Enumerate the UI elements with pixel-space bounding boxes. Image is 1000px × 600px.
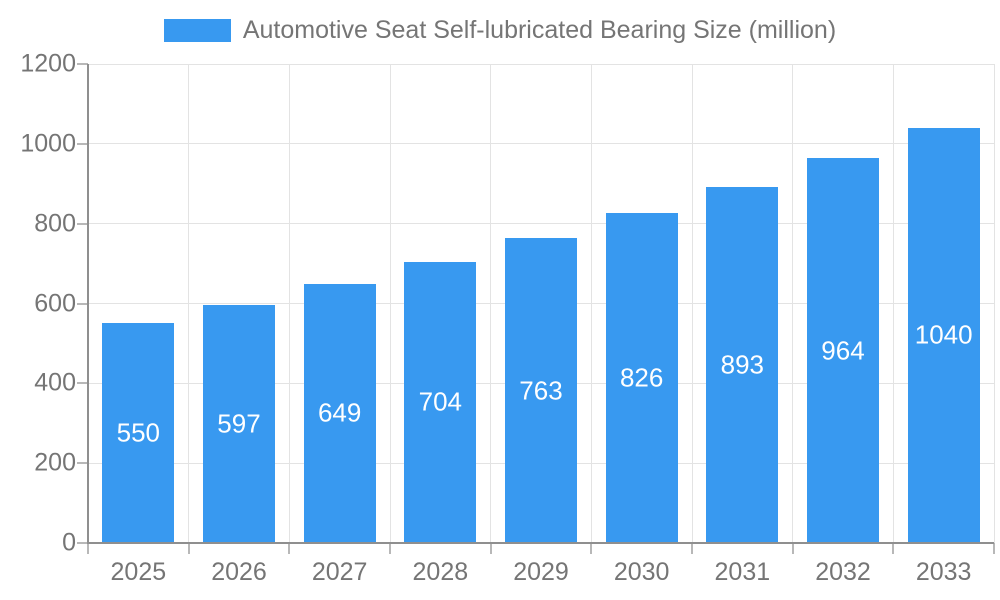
y-axis-tick-label: 200 [34, 448, 76, 477]
y-axis-tick [77, 222, 88, 225]
x-axis-tick [389, 543, 391, 554]
y-axis-tick [77, 542, 88, 544]
bar [102, 323, 175, 543]
x-axis-tick-label: 2027 [311, 558, 368, 586]
bar-value-label: 893 [720, 349, 765, 380]
y-axis-tick-label: 600 [34, 289, 76, 317]
x-axis-tick [288, 543, 291, 554]
x-gridline [590, 64, 592, 543]
x-axis-tick-label: 2032 [815, 558, 871, 586]
x-axis-tick-label: 2029 [513, 558, 569, 586]
legend-swatch [163, 18, 231, 42]
y-axis-tick [77, 382, 88, 385]
x-gridline [691, 64, 693, 543]
x-gridline [792, 64, 794, 543]
x-gridline [188, 64, 190, 543]
x-axis-tick-label: 2025 [110, 558, 167, 586]
y-axis-tick-label: 1000 [20, 129, 76, 158]
bar [706, 186, 779, 543]
x-axis-line [87, 542, 994, 544]
y-axis-tick-label: 800 [34, 209, 76, 238]
y-gridline [88, 223, 994, 225]
bar [907, 127, 980, 543]
x-axis-tick [489, 543, 492, 554]
y-axis-tick [77, 63, 88, 65]
legend-label: Automotive Seat Self-lubricated Bearing … [242, 15, 837, 44]
x-axis-tick [993, 543, 995, 554]
x-axis-tick-label: 2026 [211, 558, 267, 586]
x-gridline [288, 64, 290, 543]
x-axis-tick [791, 543, 794, 554]
bar [605, 213, 678, 543]
y-axis-tick [77, 462, 88, 465]
bar-value-label: 597 [217, 408, 261, 439]
bar [303, 283, 376, 543]
x-gridline [993, 64, 995, 543]
x-axis-tick-label: 2031 [714, 558, 771, 586]
x-gridline [892, 64, 894, 543]
x-gridline [490, 64, 492, 543]
bar-value-label: 826 [619, 362, 664, 393]
bar-value-label: 704 [418, 386, 463, 417]
bar [404, 261, 477, 543]
x-axis-tick-label: 2028 [412, 558, 469, 586]
x-axis-tick [892, 543, 895, 554]
x-axis-tick-label: 2033 [915, 558, 972, 586]
bar-value-label: 763 [519, 375, 563, 406]
y-axis-tick [77, 142, 88, 145]
x-axis-tick-label: 2030 [613, 558, 670, 586]
y-axis-tick-label: 400 [34, 368, 76, 397]
legend-item[interactable]: Automotive Seat Self-lubricated Bearing … [0, 14, 1000, 46]
x-axis-tick [187, 543, 190, 554]
bar-value-label: 649 [317, 397, 362, 428]
bar [505, 238, 577, 543]
x-axis-tick [691, 543, 693, 554]
bar [807, 158, 879, 543]
bar-value-label: 964 [821, 335, 865, 366]
bar [203, 304, 275, 543]
x-axis-tick [590, 543, 593, 554]
y-axis-tick [77, 302, 88, 305]
y-axis-line [87, 64, 89, 544]
y-axis-tick-label: 0 [62, 528, 76, 557]
y-gridline [88, 143, 994, 145]
x-gridline [389, 64, 391, 543]
y-axis-tick-label: 1200 [20, 49, 76, 78]
x-axis-tick [87, 543, 89, 554]
bar-value-label: 1040 [914, 319, 973, 350]
y-gridline [88, 63, 994, 65]
bar-value-label: 550 [116, 417, 161, 448]
